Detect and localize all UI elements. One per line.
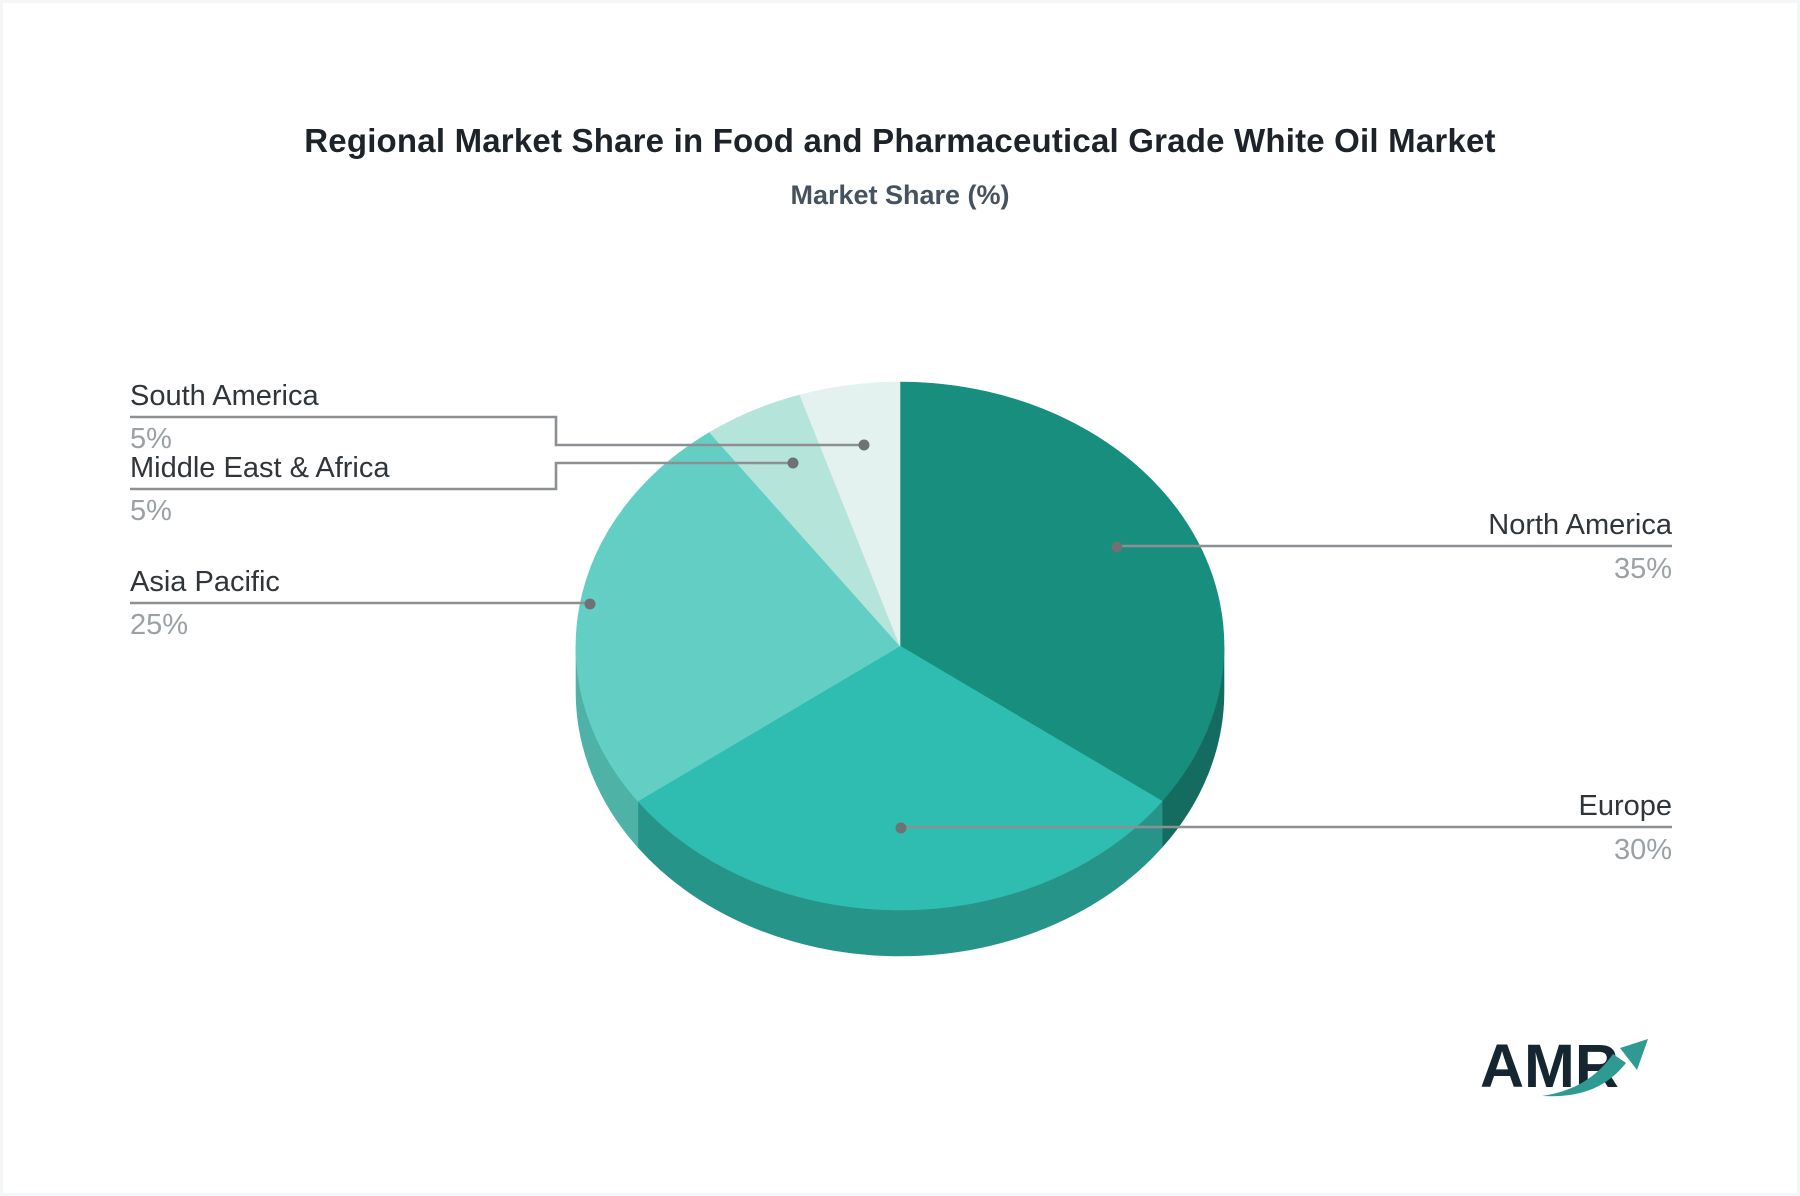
leader-dot-europe [895, 822, 907, 834]
pie-slice-north-america[interactable] [899, 381, 1225, 802]
leader-dot-middle-east-africa [787, 457, 799, 469]
leader-line-south-america [130, 415, 864, 447]
pie-slice-europe[interactable] [637, 645, 1163, 911]
chart-subtitle: Market Share (%) [790, 180, 1010, 210]
value-europe-text: 30% [1613, 834, 1672, 866]
chart-title: Regional Market Share in Food and Pharma… [304, 122, 1496, 159]
value-north-america-text: 35% [1613, 553, 1672, 585]
leader-dot-south-america [858, 439, 870, 451]
value-asia-pacific-text: 25% [130, 609, 189, 641]
label-middle-east-africa-name: Middle East & Africa [130, 452, 390, 484]
label-asia-pacific: Asia Pacific [130, 566, 590, 599]
value-middle-east-africa: 5% [130, 495, 590, 528]
label-europe: Europe [1212, 790, 1672, 823]
label-south-america: South America [130, 380, 590, 413]
label-south-america-name: South America [130, 380, 319, 412]
value-asia-pacific: 25% [130, 609, 590, 642]
value-south-america-text: 5% [130, 423, 172, 455]
amr-logo: AMR [1480, 1036, 1700, 1126]
value-south-america: 5% [130, 423, 590, 456]
leader-line-middle-east-africa [130, 461, 793, 491]
leader-dot-north-america [1111, 541, 1123, 553]
label-north-america: North America [1212, 509, 1672, 542]
value-north-america: 35% [1212, 553, 1672, 586]
value-europe: 30% [1212, 834, 1672, 867]
value-middle-east-africa-text: 5% [130, 495, 172, 527]
pie-slice-south-america[interactable] [799, 381, 901, 647]
label-middle-east-africa: Middle East & Africa [130, 452, 590, 485]
label-asia-pacific-name: Asia Pacific [130, 566, 280, 598]
amr-logo-arrow-icon [1542, 1039, 1648, 1097]
label-europe-name: Europe [1578, 790, 1672, 822]
leader-dot-asia-pacific [584, 598, 596, 610]
label-north-america-name: North America [1488, 509, 1672, 541]
pie-slice-asia-pacific[interactable] [575, 432, 901, 802]
